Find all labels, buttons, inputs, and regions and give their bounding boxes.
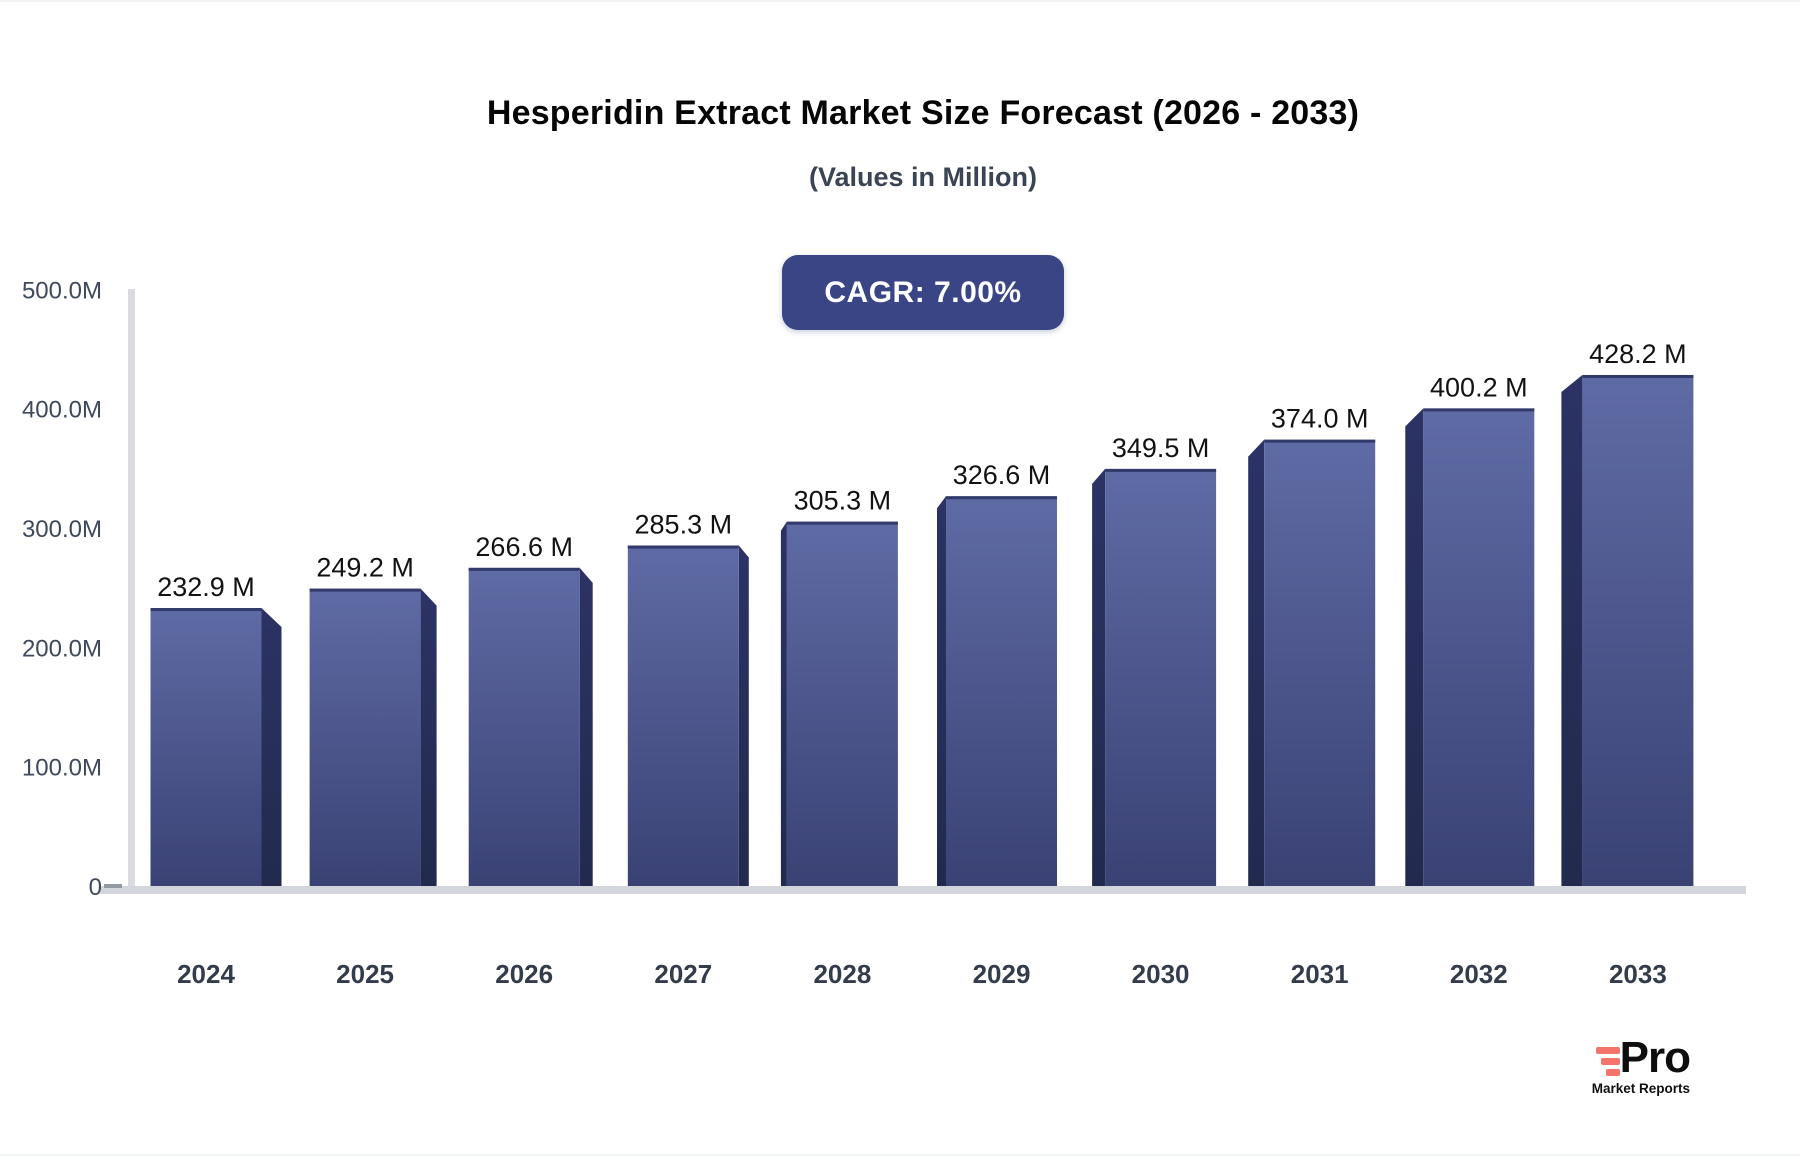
cagr-badge-wrap: CAGR: 7.00%: [23, 255, 1800, 330]
y-tick-label-100: 100.0M: [22, 755, 102, 782]
bar-top-edge: [1105, 468, 1217, 472]
y-tick-label-400: 400.0M: [22, 397, 102, 424]
bar-top-edge: [309, 588, 421, 592]
logo-flag-icon: [1595, 1047, 1620, 1076]
bar-main-face: [1582, 374, 1694, 886]
x-axis-label-2032: 2032: [1450, 959, 1508, 989]
value-label-2028: 305.3 M: [794, 486, 892, 516]
bar-top-edge: [946, 496, 1057, 500]
cagr-badge: CAGR: 7.00%: [782, 255, 1064, 330]
x-axis-label-2024: 2024: [177, 959, 235, 989]
pro-market-reports-logo: Pro Market Reports: [1591, 1033, 1691, 1097]
bar-top-edge: [1264, 439, 1376, 443]
chart-title: Hesperidin Extract Market Size Forecast …: [486, 94, 1360, 132]
bar-main-face: [1105, 468, 1217, 886]
zero-tick: [104, 884, 122, 888]
x-axis-label-2030: 2030: [1132, 959, 1190, 989]
bar-side-face: [1405, 408, 1424, 886]
bar-main-face: [1423, 408, 1535, 886]
value-label-2031: 374.0 M: [1271, 404, 1369, 434]
bar-main-face: [1264, 439, 1376, 886]
y-tick-label-200: 200.0M: [22, 635, 102, 662]
value-label-2029: 326.6 M: [953, 460, 1051, 490]
value-label-2033: 428.2 M: [1589, 339, 1687, 369]
value-label-2027: 285.3 M: [635, 510, 733, 540]
bar-top-edge: [468, 567, 580, 571]
labels-layer: 232.9 M 2024 249.2 M 2025 266.6 M 2026 285.3 M…: [157, 339, 1686, 989]
x-axis-label-2027: 2027: [654, 959, 712, 989]
bar-side-face: [261, 608, 282, 886]
x-axis-label-2031: 2031: [1291, 959, 1349, 989]
x-axis-label-2026: 2026: [495, 959, 553, 989]
bar-main-face: [627, 545, 739, 886]
bar-main-face: [150, 608, 262, 886]
bar-main-face: [468, 567, 580, 886]
x-axis-label-2028: 2028: [813, 959, 871, 989]
bar-main-face: [309, 588, 421, 886]
bar-2024: [150, 608, 282, 886]
y-tick-label-300: 300.0M: [22, 516, 102, 543]
value-label-2024: 232.9 M: [157, 572, 255, 602]
bar-side-face: [420, 588, 437, 886]
logo-name: Pro: [1619, 1033, 1691, 1082]
bar-2030: [1092, 468, 1217, 886]
value-label-2026: 266.6 M: [475, 532, 573, 562]
bar-side-face: [579, 567, 593, 886]
bar-2033: [1561, 374, 1694, 886]
value-label-2032: 400.2 M: [1430, 372, 1528, 402]
bar-2027: [627, 545, 749, 886]
bar-side-face: [1092, 468, 1106, 886]
bar-2031: [1248, 439, 1376, 886]
logo-tagline: Market Reports: [1591, 1081, 1690, 1096]
bars-layer: [150, 374, 1694, 886]
y-axis-line: [128, 289, 135, 894]
bar-main-face: [946, 496, 1057, 886]
bar-side-face: [738, 545, 749, 886]
bar-2026: [468, 567, 593, 886]
bar-top-edge: [786, 521, 898, 525]
y-tick-label-0: 0: [89, 874, 102, 901]
x-axis-label-2029: 2029: [973, 959, 1031, 989]
chart-subtitle: (Values in Million): [808, 162, 1038, 192]
bar-top-edge: [1582, 374, 1694, 378]
bar-main-face: [786, 521, 898, 886]
bar-2029: [937, 496, 1057, 886]
x-axis-baseline: [100, 886, 1746, 894]
bar-2025: [309, 588, 437, 886]
x-axis-label-2025: 2025: [336, 959, 394, 989]
bar-side-face: [780, 521, 787, 886]
bar-side-face: [1561, 374, 1583, 886]
x-axis-label-2033: 2033: [1609, 959, 1667, 989]
value-label-2025: 249.2 M: [316, 553, 414, 583]
bar-side-face: [1248, 439, 1265, 886]
bar-2028: [780, 521, 898, 886]
bar-2032: [1405, 408, 1535, 886]
bar-top-edge: [1423, 408, 1535, 412]
y-tick-label-500: 500.0M: [22, 277, 102, 304]
axis-layer: 0 100.0M 200.0M 300.0M 400.0M 500.0M: [22, 277, 1746, 901]
value-label-2030: 349.5 M: [1112, 433, 1210, 463]
bar-top-edge: [150, 608, 262, 612]
bar-side-face: [937, 496, 946, 886]
bar-top-edge: [627, 545, 739, 549]
